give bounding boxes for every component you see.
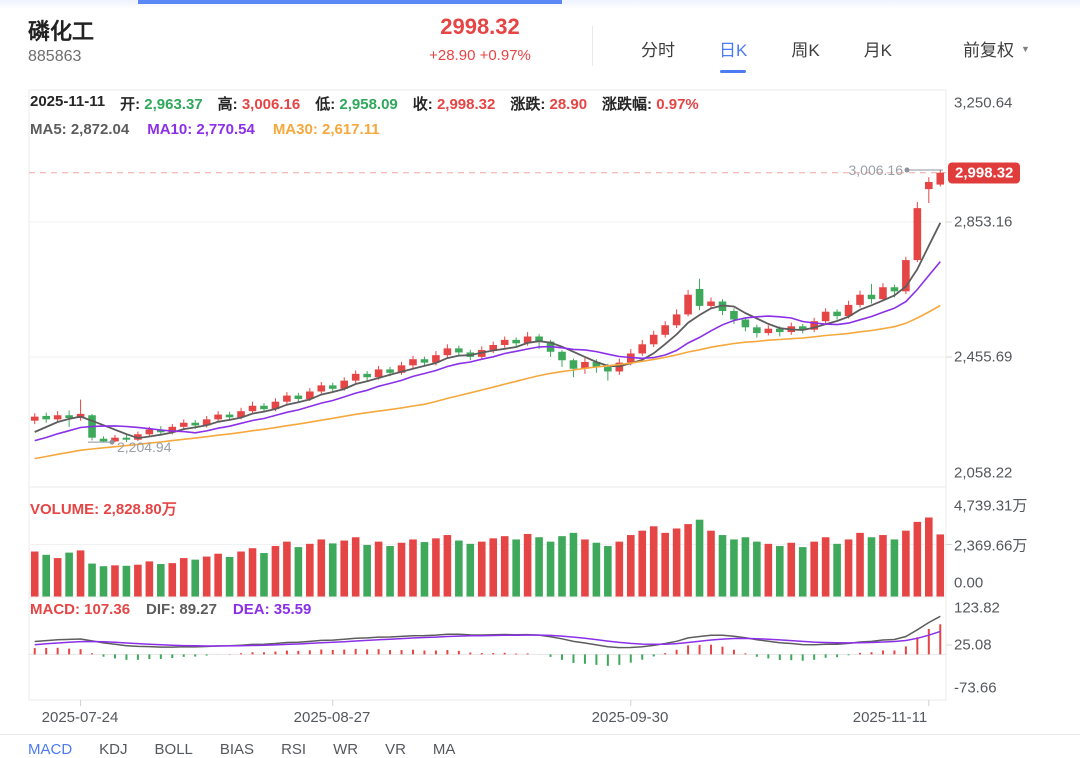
- info-item: 低: 2,958.09: [315, 93, 398, 114]
- indicator-tab-vr[interactable]: VR: [385, 741, 406, 758]
- macd-item: DEA: 35.59: [232, 601, 312, 618]
- svg-text:2,204.94: 2,204.94: [117, 439, 172, 455]
- macd-axis-label: -73.66: [954, 679, 997, 697]
- info-item-value: 2,963.37: [144, 96, 203, 113]
- volume-label: VOLUME:: [30, 501, 100, 518]
- price-axis-label: 2,455.69: [954, 348, 1013, 366]
- tab-周K[interactable]: 周K: [791, 41, 820, 60]
- info-item-value: 28.90: [549, 96, 588, 113]
- indicator-tabs: MACD KDJ BOLL BIAS RSI WR VR MA: [28, 741, 455, 758]
- indicator-tab-boll[interactable]: BOLL: [154, 741, 193, 758]
- bottom-divider: [0, 734, 1080, 735]
- tab-月K[interactable]: 月K: [863, 41, 893, 60]
- price-axis-label: 2,058.22: [954, 464, 1013, 482]
- x-axis-label: 2025-11-11: [852, 709, 928, 726]
- info-item-value: 3,006.16: [241, 96, 301, 113]
- price-block: 2998.32 +28.90 +0.97%: [360, 14, 600, 64]
- ma-item: MA5: 2,872.04: [30, 121, 130, 138]
- stock-code: 885863: [28, 48, 82, 65]
- info-item: 涨跌: 28.90: [510, 93, 587, 114]
- info-item: 收: 2,998.32: [413, 93, 496, 114]
- svg-text:3,006.16: 3,006.16: [849, 162, 904, 178]
- info-item: 涨跌幅: 0.97%: [602, 93, 699, 114]
- indicator-tab-rsi[interactable]: RSI: [281, 741, 307, 758]
- adjust-label: 前复权: [963, 41, 1014, 60]
- volume-legend: VOLUME: 2,828.80万: [30, 498, 177, 519]
- x-axis-label: 2025-09-30: [591, 709, 669, 726]
- current-price-badge: 2,998.32: [948, 162, 1021, 184]
- indicator-tab-bias[interactable]: BIAS: [219, 741, 255, 758]
- tab-日K[interactable]: 日K: [719, 36, 747, 73]
- indicator-tab-wr[interactable]: WR: [333, 741, 359, 758]
- ohlc-info-bar: 2025-11-11 开: 2,963.37 高: 3,006.16 低: 2,95…: [30, 93, 699, 114]
- header-divider: [592, 26, 593, 66]
- price-axis-label: 2,853.16: [954, 213, 1013, 231]
- stock-name: 磷化工: [28, 19, 95, 44]
- macd-item: MACD: 107.36: [30, 601, 131, 618]
- tab-分时[interactable]: 分时: [641, 41, 675, 60]
- indicator-tab-kdj[interactable]: KDJ: [99, 741, 128, 758]
- volume-axis-label: 0.00: [954, 574, 984, 592]
- info-item-label: 低:: [315, 96, 340, 113]
- macd-legend: MACD: 107.36 DIF: 89.27 DEA: 35.59: [30, 601, 311, 618]
- macd-item: DIF: 89.27: [146, 601, 217, 618]
- volume-axis-label: 2,369.66万: [954, 537, 1028, 555]
- price-change: +28.90 +0.97%: [429, 47, 531, 64]
- current-price: 2998.32: [440, 14, 520, 39]
- info-item-label: 涨跌:: [510, 96, 550, 113]
- x-axis-label: 2025-07-24: [41, 709, 119, 726]
- volume-axis-label: 4,739.31万: [954, 497, 1028, 515]
- macd-axis-label: 25.08: [954, 636, 992, 654]
- info-item: 开: 2,963.37: [120, 93, 203, 114]
- top-gradient: [0, 0, 1080, 9]
- info-item-label: 收:: [412, 96, 437, 113]
- info-date: 2025-11-11: [30, 93, 106, 110]
- info-item-value: 0.97%: [656, 96, 699, 113]
- x-axis-label: 2025-08-27: [293, 709, 371, 726]
- info-item-label: 开:: [120, 96, 145, 113]
- adjust-dropdown[interactable]: 前复权 ▼: [963, 36, 1030, 61]
- indicator-tab-macd[interactable]: MACD: [28, 741, 73, 758]
- volume-value: 2,828.80万: [103, 501, 177, 518]
- info-item-value: 2,998.32: [436, 96, 496, 113]
- info-item: 高: 3,006.16: [218, 93, 301, 114]
- chevron-down-icon: ▼: [1021, 43, 1030, 54]
- info-item-label: 涨跌幅:: [602, 96, 657, 113]
- ma-item: MA30: 2,617.11: [272, 121, 380, 138]
- info-item-label: 高:: [217, 96, 242, 113]
- period-tabs: 分时 日K 周K 月K: [641, 36, 893, 73]
- ma-item: MA10: 2,770.54: [147, 121, 255, 138]
- price-axis-label: 3,250.64: [954, 94, 1013, 112]
- macd-axis-label: 123.82: [954, 599, 1000, 617]
- ma-legend: MA5: 2,872.04 MA10: 2,770.54 MA30: 2,617.1…: [30, 121, 380, 138]
- indicator-tab-ma[interactable]: MA: [432, 741, 456, 758]
- top-tab-indicator-remnant: [138, 0, 562, 4]
- info-item-value: 2,958.09: [339, 96, 398, 113]
